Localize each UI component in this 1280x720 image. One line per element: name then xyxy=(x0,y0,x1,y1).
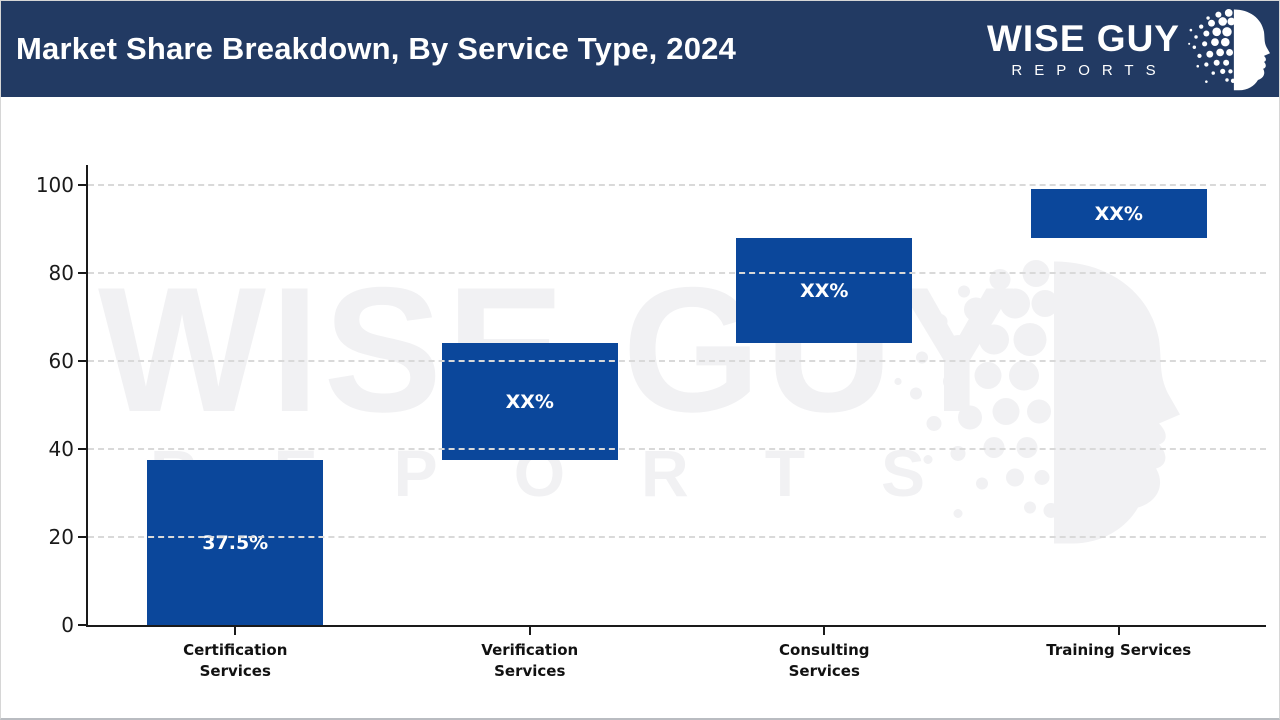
category-label: Training Services xyxy=(1046,641,1192,659)
plot-area: 0 20 40 60 80 100 37.5% Certification Services X… xyxy=(0,97,1280,720)
wiseguy-head-icon xyxy=(1188,8,1270,90)
category-label: Certification Services xyxy=(183,641,288,680)
logo-wordmark: WISE GUY xyxy=(986,17,1180,59)
page-title: Market Share Breakdown, By Service Type,… xyxy=(16,30,737,66)
bar-value-label: 37.5% xyxy=(202,531,269,554)
bar-segment: 37.5% xyxy=(147,460,324,625)
y-tick-label: 60 xyxy=(48,349,74,373)
y-tick-label: 80 xyxy=(48,261,74,285)
logo-subtitle: REPORTS xyxy=(1011,61,1168,79)
gridline xyxy=(88,448,1266,450)
x-tick-mark xyxy=(528,627,531,635)
y-tick-label: 20 xyxy=(48,525,74,549)
x-tick-mark xyxy=(823,627,826,635)
x-axis-line xyxy=(86,625,1266,627)
gridline xyxy=(88,536,1266,538)
category-label: Verification Services xyxy=(481,641,579,680)
y-tick-label: 40 xyxy=(48,437,74,461)
y-tick-mark xyxy=(78,536,86,538)
y-tick-label: 100 xyxy=(35,173,74,197)
y-tick-mark xyxy=(78,448,86,450)
y-tick-mark xyxy=(78,624,86,626)
y-tick-mark xyxy=(78,272,86,274)
header-bar: Market Share Breakdown, By Service Type,… xyxy=(0,0,1280,97)
chart-area: WISE GUY REPORTS 0 20 40 60 80 100 37.5% Certif… xyxy=(0,97,1280,720)
y-tick-mark xyxy=(78,184,86,186)
x-tick-mark xyxy=(234,627,237,635)
y-axis-line xyxy=(86,165,88,627)
bar-segment: XX% xyxy=(441,343,618,460)
gridline xyxy=(88,272,1266,274)
logo-text: WISE GUY REPORTS xyxy=(987,20,1180,78)
gridline xyxy=(88,360,1266,362)
bar-value-label: XX% xyxy=(505,390,554,413)
bar-value-label: XX% xyxy=(800,279,849,302)
x-tick-mark xyxy=(1117,627,1120,635)
y-tick-mark xyxy=(78,360,86,362)
bar-value-label: XX% xyxy=(1094,202,1143,225)
gridline xyxy=(88,184,1266,186)
y-tick-label: 0 xyxy=(61,613,74,637)
wiseguy-logo: WISE GUY REPORTS xyxy=(987,0,1280,97)
bar-segment: XX% xyxy=(1030,189,1207,238)
watermark-head-icon xyxy=(894,260,1180,544)
bar-segment: XX% xyxy=(736,237,913,344)
category-label: Consulting Services xyxy=(779,641,870,680)
